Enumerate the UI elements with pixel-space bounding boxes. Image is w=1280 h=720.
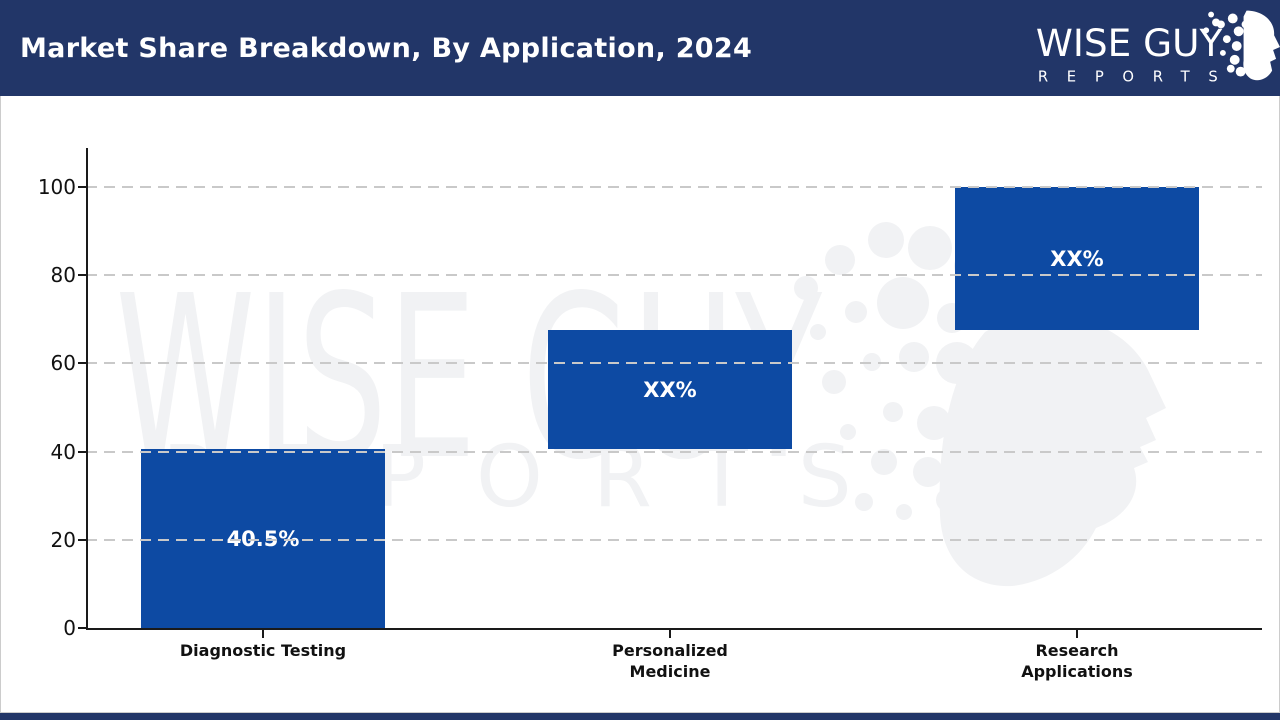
bar-segment: XX% <box>955 187 1199 330</box>
x-category-label: Personalized Medicine <box>612 641 728 681</box>
gridline <box>86 362 1262 364</box>
y-tick-label: 40 <box>50 440 76 464</box>
gridline <box>86 274 1262 276</box>
logo-text-line2: REPORTS <box>1038 68 1237 85</box>
face-profile-icon <box>1203 10 1280 81</box>
bar-segment: 40.5% <box>141 449 385 628</box>
bar-value-label: XX% <box>1050 246 1104 271</box>
x-tick-mark <box>669 630 671 638</box>
left-border <box>0 96 1 713</box>
footer-accent-bar <box>0 713 1280 720</box>
y-tick-mark <box>78 451 86 453</box>
y-tick-mark <box>78 627 86 629</box>
x-category-label: Research Applications <box>1021 641 1133 681</box>
y-tick-mark <box>78 186 86 188</box>
gridline <box>86 186 1262 188</box>
y-axis-line <box>86 148 88 630</box>
y-tick-mark <box>78 539 86 541</box>
y-tick-label: 0 <box>63 616 76 640</box>
y-tick-label: 80 <box>50 263 76 287</box>
y-tick-label: 60 <box>50 351 76 375</box>
x-tick-mark <box>262 630 264 638</box>
header-band: Market Share Breakdown, By Application, … <box>0 0 1280 96</box>
y-tick-label: 100 <box>37 175 76 199</box>
footer-divider <box>0 712 1280 713</box>
wiseguy-logo: WISE GUY REPORTS <box>1036 10 1280 85</box>
gridline <box>86 451 1262 453</box>
page-title: Market Share Breakdown, By Application, … <box>20 32 753 64</box>
x-axis-line <box>86 628 1262 630</box>
gridline <box>86 539 1262 541</box>
bar-segment: XX% <box>548 330 792 449</box>
logo-text-line1: WISE GUY <box>1036 21 1223 65</box>
y-tick-label: 20 <box>50 528 76 552</box>
bar-value-label: XX% <box>643 377 697 402</box>
y-tick-mark <box>78 362 86 364</box>
bar-value-label: 40.5% <box>226 526 300 551</box>
x-category-label: Diagnostic Testing <box>179 641 347 660</box>
y-tick-mark <box>78 274 86 276</box>
x-tick-mark <box>1076 630 1078 638</box>
